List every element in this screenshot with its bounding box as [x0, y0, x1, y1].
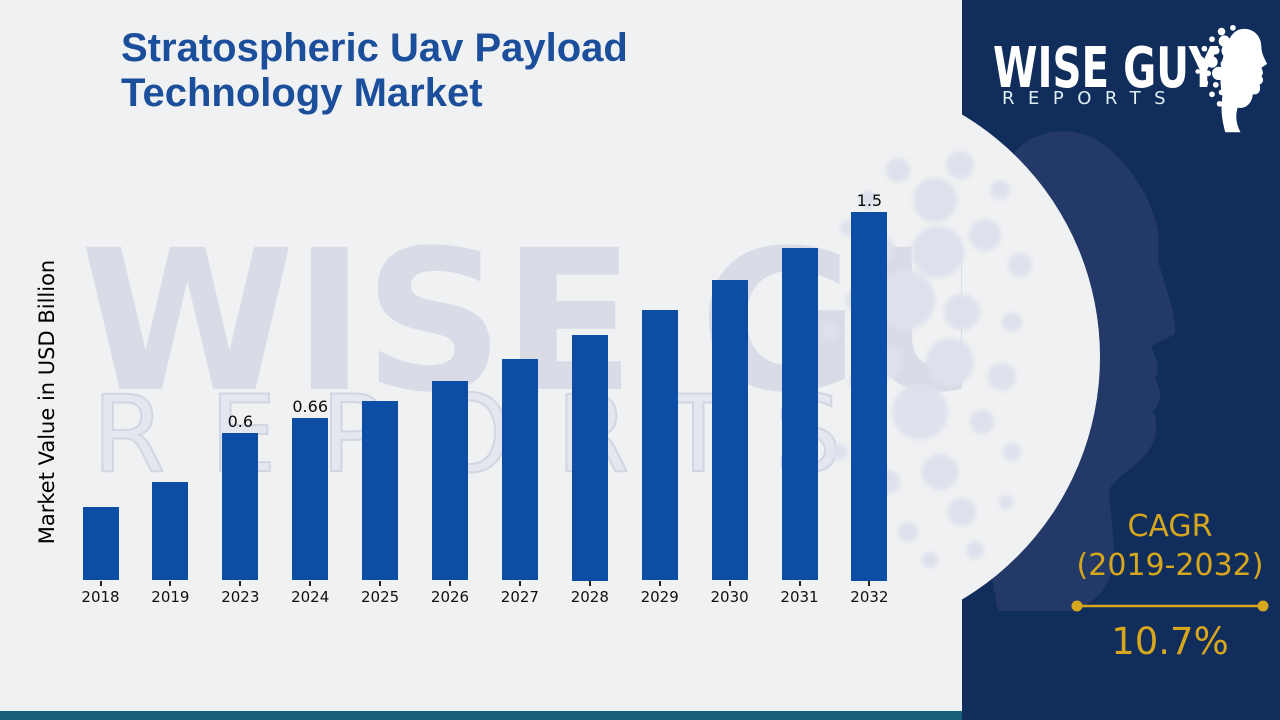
y-axis-label: Market Value in USD Billion [35, 259, 59, 545]
cagr-block: CAGR (2019-2032) 10.7% [1045, 508, 1280, 664]
x-tick-label: 2030 [710, 588, 749, 606]
x-tick-label: 2029 [640, 588, 679, 606]
bar-value-label: 0.6 [227, 411, 254, 431]
x-tick [169, 581, 172, 586]
x-tick [379, 581, 382, 586]
bar-2026 [432, 381, 468, 581]
title-line2: Technology Market [121, 71, 483, 115]
watermark-dot-head-overlay [962, 151, 1032, 559]
x-tick [728, 581, 731, 586]
x-tick [588, 581, 591, 586]
decorative-circle-clip [962, 0, 1280, 720]
x-tick-label: 2023 [221, 588, 260, 606]
title-line1: Stratospheric Uav Payload [121, 26, 628, 70]
x-tick-label: 2024 [291, 588, 330, 606]
x-tick [449, 581, 451, 586]
bar-2032 [851, 211, 888, 581]
x-tick [868, 581, 871, 586]
bar-value-label: 0.66 [292, 397, 328, 417]
bar-2024 [292, 418, 329, 581]
bar-2018 [82, 506, 119, 581]
bar-2023 [222, 432, 259, 581]
x-tick-label: 2031 [780, 588, 819, 606]
bar-2030 [711, 280, 748, 581]
bar-2031 [781, 248, 818, 581]
x-tick [658, 581, 661, 586]
bar-value-label: 1.5 [856, 190, 883, 210]
cagr-divider [1071, 600, 1269, 612]
x-tick [99, 581, 102, 586]
x-tick-label: 2032 [850, 588, 889, 606]
x-tick [239, 581, 242, 586]
bar-2025 [362, 400, 399, 581]
x-tick [309, 581, 312, 586]
logo-head-icon [1195, 24, 1268, 133]
logo-subtext: REPORTS [1002, 88, 1180, 109]
bar-2029 [641, 309, 678, 581]
cagr-range: (2019-2032) [1076, 548, 1264, 583]
wise-guy-reports-logo: WISE GUY REPORTS [975, 20, 1275, 140]
page-title: Stratospheric Uav Payload Technology Mar… [121, 26, 628, 116]
x-tick-label: 2028 [570, 588, 609, 606]
logo-wordmark: WISE GUY [993, 36, 1219, 101]
x-tick-label: 2019 [151, 588, 190, 606]
x-tick-label: 2018 [81, 588, 120, 606]
x-tick-label: 2027 [500, 588, 539, 606]
x-tick [518, 581, 521, 586]
x-tick-label: 2026 [430, 588, 470, 606]
logo-head-dots [1195, 24, 1244, 112]
bar-2019 [152, 482, 189, 581]
x-tick-label: 2025 [361, 588, 400, 606]
cagr-label: CAGR [1127, 509, 1213, 544]
bottom-accent-strip [0, 711, 962, 720]
cagr-value: 10.7% [1111, 620, 1229, 663]
x-tick [798, 581, 801, 586]
bar-2028 [571, 334, 608, 581]
bar-2027 [501, 359, 538, 581]
